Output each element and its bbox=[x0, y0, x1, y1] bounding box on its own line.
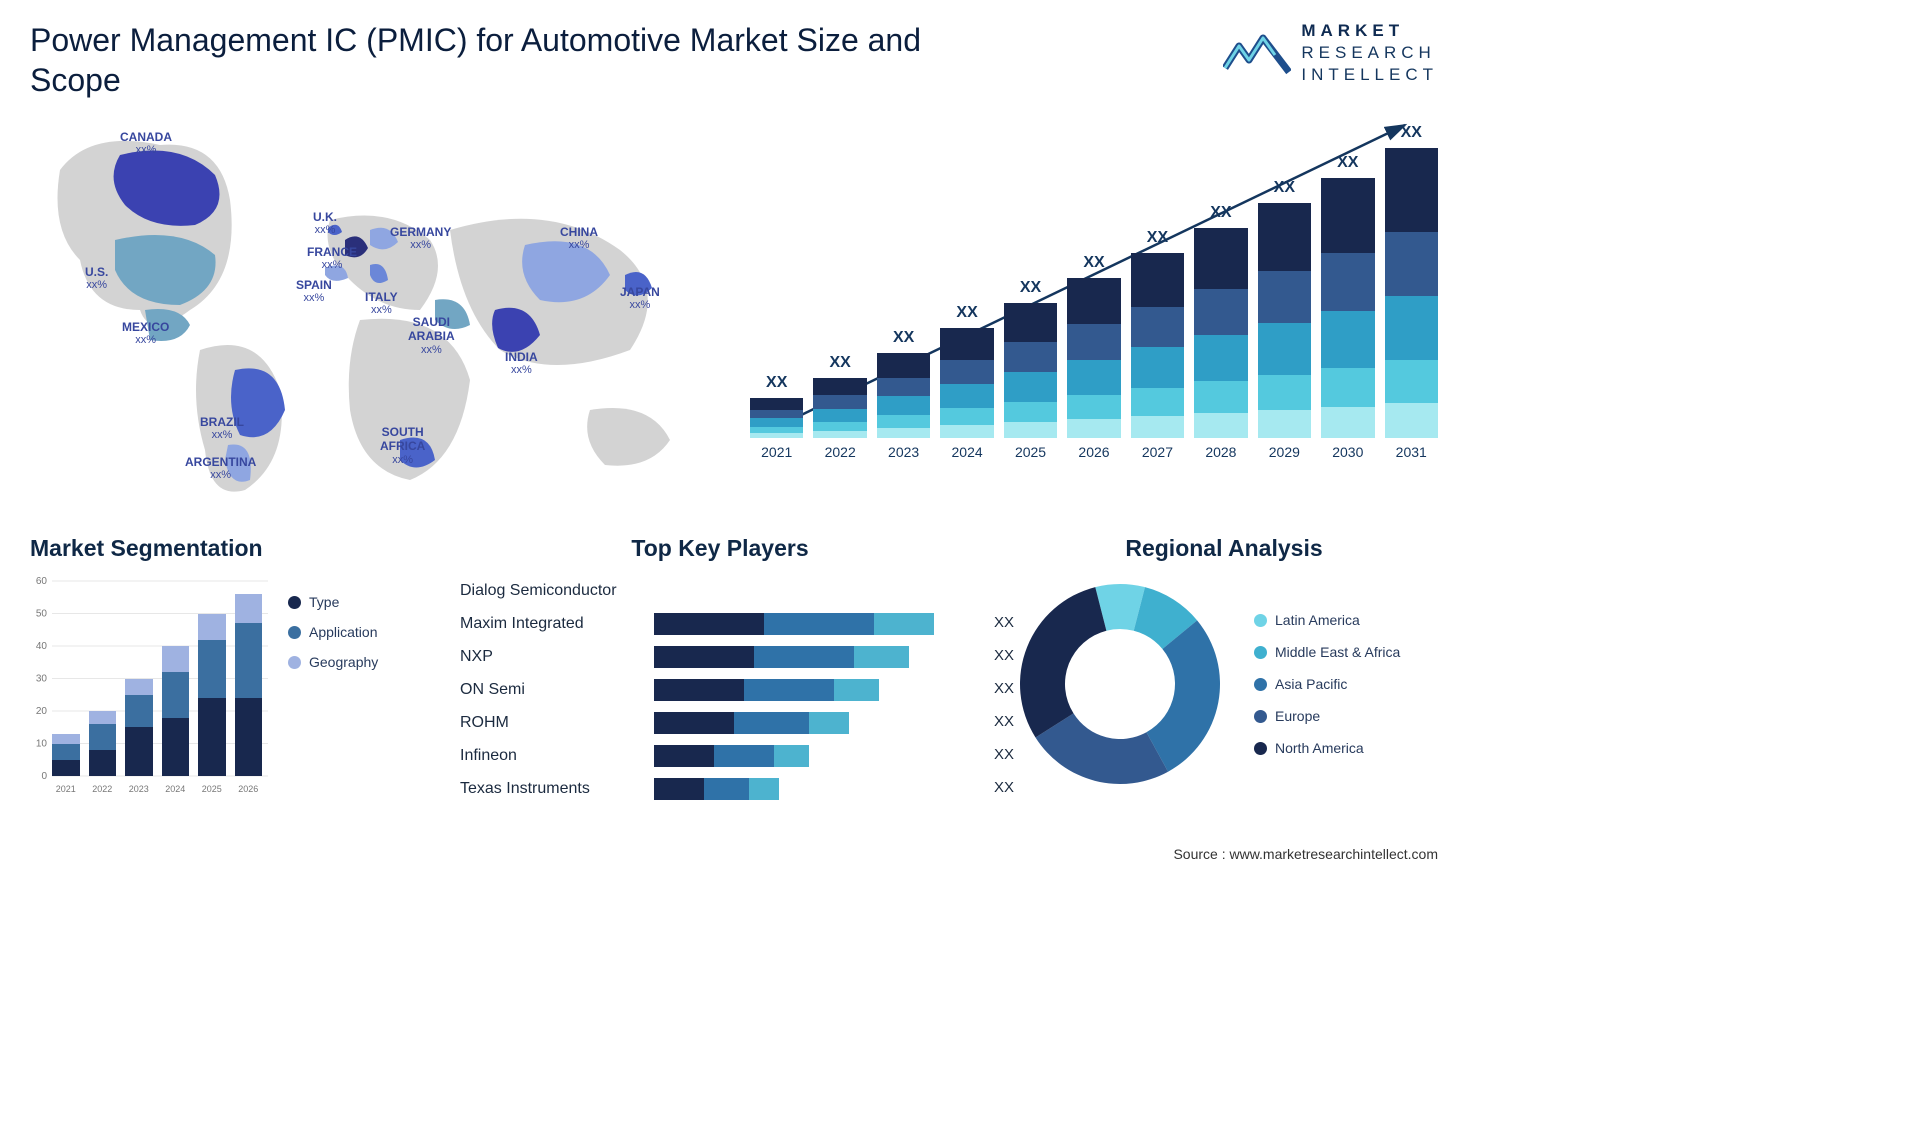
map-label: BRAZILxx% bbox=[200, 415, 244, 443]
player-row: InfineonXX bbox=[460, 739, 980, 772]
player-row: Texas InstrumentsXX bbox=[460, 772, 980, 805]
top-key-players: Top Key Players Dialog SemiconductorMaxi… bbox=[460, 535, 980, 805]
market-segmentation: Market Segmentation 0102030405060 202120… bbox=[30, 535, 430, 805]
map-label: MEXICOxx% bbox=[122, 320, 169, 348]
growth-bar: XX2031 bbox=[1385, 124, 1438, 460]
segmentation-bar bbox=[125, 679, 153, 777]
map-label: ITALYxx% bbox=[365, 290, 398, 318]
bottom-row: Market Segmentation 0102030405060 202120… bbox=[30, 535, 1438, 805]
segmentation-bar bbox=[162, 646, 190, 776]
players-title: Top Key Players bbox=[460, 535, 980, 562]
regional-donut-chart bbox=[1010, 574, 1230, 794]
segmentation-bar bbox=[89, 711, 117, 776]
growth-bar: XX2023 bbox=[877, 329, 930, 460]
regional-title: Regional Analysis bbox=[1010, 535, 1438, 562]
legend-item: Geography bbox=[288, 654, 378, 670]
growth-bar: XX2030 bbox=[1321, 154, 1374, 460]
page-title: Power Management IC (PMIC) for Automotiv… bbox=[30, 20, 1010, 100]
top-row: CANADAxx% U.S.xx% MEXICOxx% BRAZILxx% ARGENT… bbox=[30, 110, 1438, 510]
donut-slice bbox=[1020, 587, 1106, 737]
segmentation-bar bbox=[52, 734, 80, 776]
map-label: ARGENTINAxx% bbox=[185, 455, 256, 483]
segmentation-title: Market Segmentation bbox=[30, 535, 430, 562]
map-label: U.K.xx% bbox=[313, 210, 337, 238]
growth-bar: XX2029 bbox=[1258, 179, 1311, 460]
segmentation-legend: Type Application Geography bbox=[288, 594, 378, 794]
svg-text:0: 0 bbox=[41, 771, 47, 782]
legend-item: Europe bbox=[1254, 708, 1400, 724]
growth-chart: XX2021XX2022XX2023XX2024XX2025XX2026XX20… bbox=[750, 110, 1438, 490]
svg-text:60: 60 bbox=[36, 576, 48, 587]
map-label: GERMANYxx% bbox=[390, 225, 451, 253]
map-label: SOUTHAFRICAxx% bbox=[380, 425, 425, 467]
segmentation-chart: 0102030405060 202120222023202420252026 bbox=[30, 574, 270, 794]
map-label: SAUDIARABIAxx% bbox=[408, 315, 455, 357]
brand-logo: MARKET RESEARCH INTELLECT bbox=[1223, 20, 1438, 86]
map-label: INDIAxx% bbox=[505, 350, 538, 378]
map-label: U.S.xx% bbox=[85, 265, 108, 293]
legend-item: Asia Pacific bbox=[1254, 676, 1400, 692]
legend-item: Type bbox=[288, 594, 378, 610]
svg-text:10: 10 bbox=[36, 739, 48, 750]
legend-item: Application bbox=[288, 624, 378, 640]
segmentation-bar bbox=[198, 614, 226, 777]
logo-text: MARKET RESEARCH INTELLECT bbox=[1301, 20, 1438, 86]
growth-bar: XX2027 bbox=[1131, 229, 1184, 460]
map-label: SPAINxx% bbox=[296, 278, 332, 306]
map-label: JAPANxx% bbox=[620, 285, 660, 313]
regional-legend: Latin America Middle East & Africa Asia Pa… bbox=[1254, 612, 1400, 756]
player-row: Maxim IntegratedXX bbox=[460, 607, 980, 640]
growth-bar: XX2026 bbox=[1067, 254, 1120, 460]
growth-bar: XX2024 bbox=[940, 304, 993, 460]
player-header: Dialog Semiconductor bbox=[460, 574, 980, 607]
legend-item: North America bbox=[1254, 740, 1400, 756]
world-map: CANADAxx% U.S.xx% MEXICOxx% BRAZILxx% ARGENT… bbox=[30, 110, 710, 510]
svg-text:40: 40 bbox=[36, 641, 48, 652]
segmentation-bar bbox=[235, 594, 263, 776]
svg-text:30: 30 bbox=[36, 674, 48, 685]
growth-bar: XX2022 bbox=[813, 354, 866, 460]
legend-item: Middle East & Africa bbox=[1254, 644, 1400, 660]
growth-bar: XX2021 bbox=[750, 374, 803, 460]
source-attribution: Source : www.marketresearchintellect.com bbox=[1173, 846, 1438, 862]
header: Power Management IC (PMIC) for Automotiv… bbox=[30, 20, 1438, 100]
svg-text:20: 20 bbox=[36, 706, 48, 717]
player-row: ON SemiXX bbox=[460, 673, 980, 706]
player-row: ROHMXX bbox=[460, 706, 980, 739]
growth-bar: XX2025 bbox=[1004, 279, 1057, 460]
regional-analysis: Regional Analysis Latin America Middle Ea… bbox=[1010, 535, 1438, 805]
svg-text:50: 50 bbox=[36, 609, 48, 620]
logo-mark-icon bbox=[1223, 28, 1291, 78]
map-label: CANADAxx% bbox=[120, 130, 172, 158]
growth-bar: XX2028 bbox=[1194, 204, 1247, 460]
player-row: NXPXX bbox=[460, 640, 980, 673]
map-label: FRANCExx% bbox=[307, 245, 357, 273]
legend-item: Latin America bbox=[1254, 612, 1400, 628]
map-label: CHINAxx% bbox=[560, 225, 598, 253]
